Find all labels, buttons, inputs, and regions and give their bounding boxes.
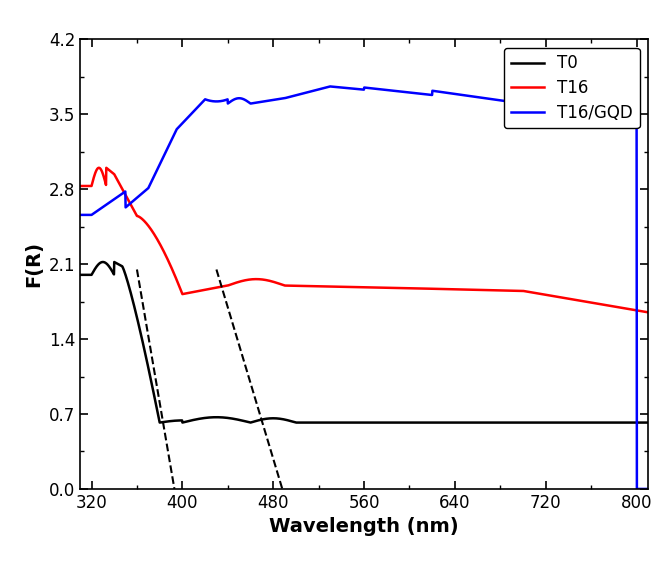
T16/GQD [633,486,641,492]
T0 [76,271,84,278]
T16/GQD [76,211,84,218]
Line: T16/GQD: T16/GQD [80,87,648,489]
T16 [628,306,636,313]
T16 [353,284,361,291]
T16/GQD [326,83,334,90]
T16 [337,283,345,290]
T16/GQD [524,101,532,107]
T16/GQD [628,116,636,123]
X-axis label: Wavelength (nm): Wavelength (nm) [269,518,459,536]
T0 [338,419,346,426]
T0 [628,419,636,426]
Line: T0: T0 [80,262,648,423]
T0 [99,259,107,265]
T0 [353,419,361,426]
T16 [524,288,532,295]
T16/GQD [105,200,113,206]
T16 [644,309,652,316]
T16 [76,183,84,189]
T16/GQD [353,85,361,92]
T16/GQD [337,84,345,91]
T16 [106,167,114,174]
T16/GQD [644,486,652,492]
T16/GQD [627,116,635,123]
T0 [644,419,652,426]
T16 [627,306,635,313]
Y-axis label: F(R): F(R) [24,241,43,287]
T0 [524,419,532,426]
Line: T16: T16 [80,168,648,312]
Legend: T0, T16, T16/GQD: T0, T16, T16/GQD [504,48,640,128]
T16 [95,165,103,171]
T0 [628,419,636,426]
T0 [292,419,300,426]
T0 [106,264,114,270]
